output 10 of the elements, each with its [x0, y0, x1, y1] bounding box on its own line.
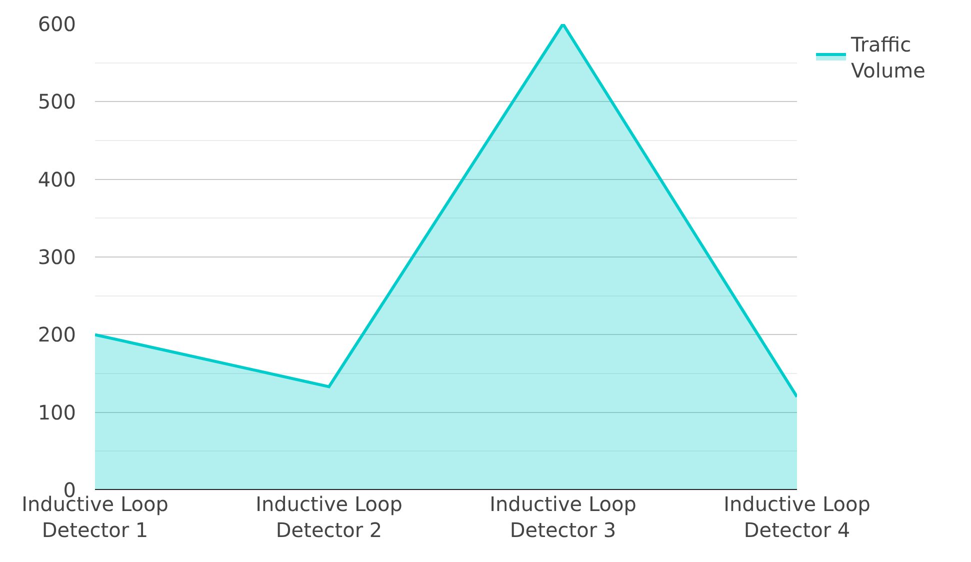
- y-tick-label: 200: [38, 322, 76, 347]
- y-tick-label: 100: [38, 400, 76, 424]
- legend-label: Traffic Volume: [850, 32, 926, 82]
- y-tick-label: 600: [38, 12, 76, 36]
- x-tick-label: Inductive Loop Detector 3: [490, 492, 636, 542]
- y-tick-label: 500: [38, 90, 76, 114]
- x-tick-label: Inductive Loop Detector 2: [256, 492, 402, 542]
- x-tick-label: Inductive Loop Detector 4: [724, 492, 870, 542]
- y-tick-label: 300: [38, 245, 76, 269]
- y-tick-label: 400: [38, 167, 76, 192]
